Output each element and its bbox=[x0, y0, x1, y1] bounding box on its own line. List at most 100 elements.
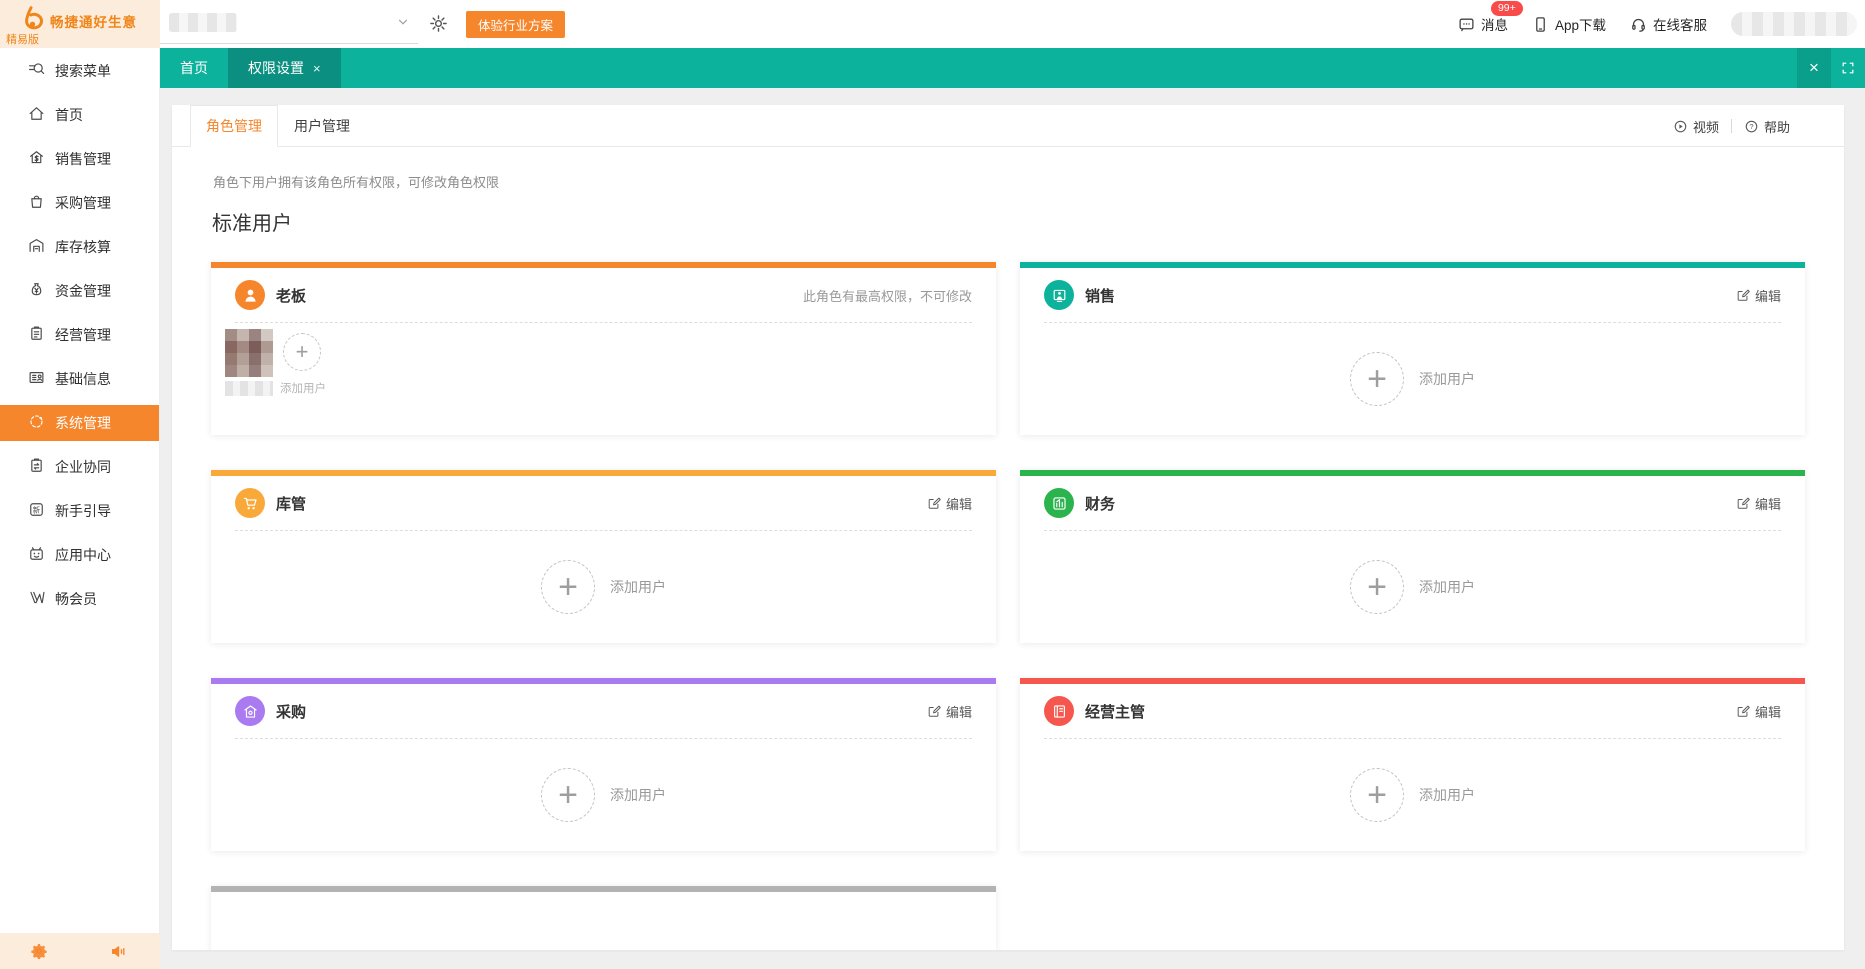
brand-title: 畅捷通好生意 bbox=[50, 15, 137, 30]
sales-mgmt-icon bbox=[28, 149, 45, 169]
funds-icon bbox=[28, 281, 45, 301]
page-tab-home[interactable]: 首页 bbox=[180, 60, 208, 76]
phone-icon bbox=[1536, 16, 1545, 32]
sidebar-item-9[interactable]: 系统管理 bbox=[0, 405, 159, 441]
role-card: 财务 编辑 + 添加用户 bbox=[1020, 470, 1805, 643]
role-description: 角色下用户拥有该角色所有权限，可修改角色权限 bbox=[213, 175, 500, 190]
permissions-panel: 角色管理 用户管理 视频 ? bbox=[172, 105, 1844, 950]
role-card: 编辑 + 添加用户 bbox=[211, 886, 996, 950]
app-download-label: App下载 bbox=[1554, 18, 1606, 33]
add-user-button[interactable]: + bbox=[541, 560, 595, 614]
role-card: 采购 编辑 + 添加用户 bbox=[211, 678, 996, 851]
role-card-body: + 添加用户 bbox=[1020, 531, 1805, 643]
system-mgmt-icon bbox=[28, 413, 45, 433]
sidebar-nav: 搜索菜单 首页 销售管理 采购管理 库存核算 资金管理 经营管理 基础信息 系统… bbox=[0, 48, 160, 969]
role-card-body: + 添加用户 bbox=[1020, 739, 1805, 851]
header-settings-gear-icon[interactable] bbox=[429, 14, 448, 33]
dashed-divider bbox=[235, 738, 972, 739]
sidebar-item-13[interactable]: 畅会员 bbox=[0, 581, 159, 617]
tab-close-icon[interactable]: × bbox=[313, 60, 321, 76]
user-account-redacted[interactable] bbox=[1731, 12, 1857, 36]
sidebar-item-4[interactable]: 采购管理 bbox=[0, 185, 159, 221]
base-info-icon bbox=[28, 369, 45, 389]
online-service-button[interactable]: 在线客服 bbox=[1630, 14, 1707, 34]
sidebar-item-7[interactable]: 经营管理 bbox=[0, 317, 159, 353]
help-circle-icon: ? bbox=[1745, 120, 1758, 132]
role-card-header: 经营主管 编辑 bbox=[1020, 684, 1805, 738]
role-card-header: 库管 编辑 bbox=[211, 476, 996, 530]
add-user-button[interactable]: + bbox=[1350, 352, 1404, 406]
sales-agent-icon bbox=[1044, 280, 1074, 310]
role-card-body: + 添加用户 bbox=[211, 739, 996, 851]
sidebar-item-5[interactable]: 库存核算 bbox=[0, 229, 159, 265]
panel-tabs: 角色管理 用户管理 视频 ? bbox=[172, 105, 1844, 147]
page-tab-permissions[interactable]: 权限设置 × bbox=[228, 48, 341, 88]
add-user-button[interactable]: + bbox=[541, 768, 595, 822]
help-link[interactable]: ? 帮助 bbox=[1744, 117, 1790, 136]
tab-user-management[interactable]: 用户管理 bbox=[294, 117, 350, 134]
role-card-header: 采购 编辑 bbox=[211, 684, 996, 738]
sidebar-item-6[interactable]: 资金管理 bbox=[0, 273, 159, 309]
edit-role-button[interactable]: 编辑 bbox=[927, 702, 972, 721]
role-name: 经营主管 bbox=[1085, 703, 1146, 721]
play-circle-icon bbox=[1674, 120, 1687, 132]
add-user-label: 添加用户 bbox=[1419, 371, 1475, 387]
edit-role-button[interactable]: 编辑 bbox=[1736, 702, 1781, 721]
tabbar-close-button[interactable]: × bbox=[1797, 48, 1831, 88]
messages-button[interactable]: 消息 99+ bbox=[1458, 1, 1523, 34]
dashed-divider bbox=[235, 530, 972, 531]
add-user-button[interactable]: + bbox=[283, 333, 321, 371]
edit-role-button[interactable]: 编辑 bbox=[1736, 494, 1781, 513]
message-icon bbox=[1459, 18, 1474, 31]
fullscreen-button[interactable] bbox=[1831, 48, 1865, 88]
content-area: 角色管理 用户管理 视频 ? bbox=[160, 88, 1865, 969]
sidebar-item-8[interactable]: 基础信息 bbox=[0, 361, 159, 397]
member-icon bbox=[28, 589, 45, 609]
role-name: 采购 bbox=[276, 703, 307, 721]
sidebar-item-12[interactable]: 应用中心 bbox=[0, 537, 159, 573]
sidebar-item-2[interactable]: 首页 bbox=[0, 97, 159, 133]
role-card-body: + 添加用户 bbox=[211, 892, 996, 950]
member-name-redacted bbox=[225, 381, 273, 396]
edit-pencil-icon bbox=[928, 497, 941, 509]
cart-icon bbox=[235, 488, 265, 518]
open-pages-tabbar: 首页 权限设置 × × bbox=[160, 48, 1865, 88]
announcement-mute-icon[interactable] bbox=[110, 943, 127, 960]
company-select[interactable] bbox=[160, 0, 418, 44]
edit-pencil-icon bbox=[1737, 497, 1750, 509]
edit-pencil-icon bbox=[928, 705, 941, 717]
member-avatar-redacted bbox=[225, 329, 273, 377]
add-user-button[interactable]: + bbox=[1350, 560, 1404, 614]
tab-role-management[interactable]: 角色管理 bbox=[190, 105, 278, 147]
role-card: 老板 此角色有最高权限，不可修改 + 添加用户 bbox=[211, 262, 996, 435]
sidebar-settings-gear-icon[interactable] bbox=[31, 943, 47, 960]
edit-role-button[interactable]: 编辑 bbox=[927, 494, 972, 513]
notebook-icon bbox=[1044, 696, 1074, 726]
sidebar-item-3[interactable]: 销售管理 bbox=[0, 141, 159, 177]
sidebar-item-10[interactable]: 企业协同 bbox=[0, 449, 159, 485]
sidebar-item-11[interactable]: 新 新手引导 bbox=[0, 493, 159, 529]
dashed-divider bbox=[1044, 322, 1781, 323]
inventory-icon bbox=[28, 237, 45, 257]
edit-role-button[interactable]: 编辑 bbox=[1736, 286, 1781, 305]
top-header: 畅捷通好生意 精易版 体验行业方案 bbox=[0, 0, 1865, 48]
add-user-button[interactable]: + bbox=[1350, 768, 1404, 822]
role-card-body: + 添加用户 bbox=[1020, 323, 1805, 435]
sidebar-item-1[interactable]: 搜索菜单 bbox=[0, 53, 159, 89]
chevron-down-icon bbox=[396, 15, 410, 29]
add-user-label: 添加用户 bbox=[280, 383, 326, 395]
role-name: 老板 bbox=[276, 287, 307, 305]
app-download-button[interactable]: App下载 bbox=[1532, 14, 1606, 34]
add-user-label: 添加用户 bbox=[610, 787, 666, 803]
home-icon bbox=[28, 105, 45, 125]
video-link[interactable]: 视频 bbox=[1673, 117, 1719, 136]
role-card-grid: 老板 此角色有最高权限，不可修改 + 添加用户 销售 编辑 + 添加 bbox=[211, 262, 1805, 950]
trial-industry-plan-button[interactable]: 体验行业方案 bbox=[466, 11, 566, 38]
close-icon: × bbox=[1809, 58, 1819, 77]
brand-logo-icon bbox=[16, 4, 46, 34]
logo-block: 畅捷通好生意 精易版 bbox=[0, 0, 160, 48]
role-card-header: 老板 此角色有最高权限，不可修改 bbox=[211, 268, 996, 322]
search-menu-icon bbox=[28, 61, 45, 81]
fullscreen-icon bbox=[1842, 62, 1854, 74]
messages-label: 消息 bbox=[1480, 18, 1508, 33]
